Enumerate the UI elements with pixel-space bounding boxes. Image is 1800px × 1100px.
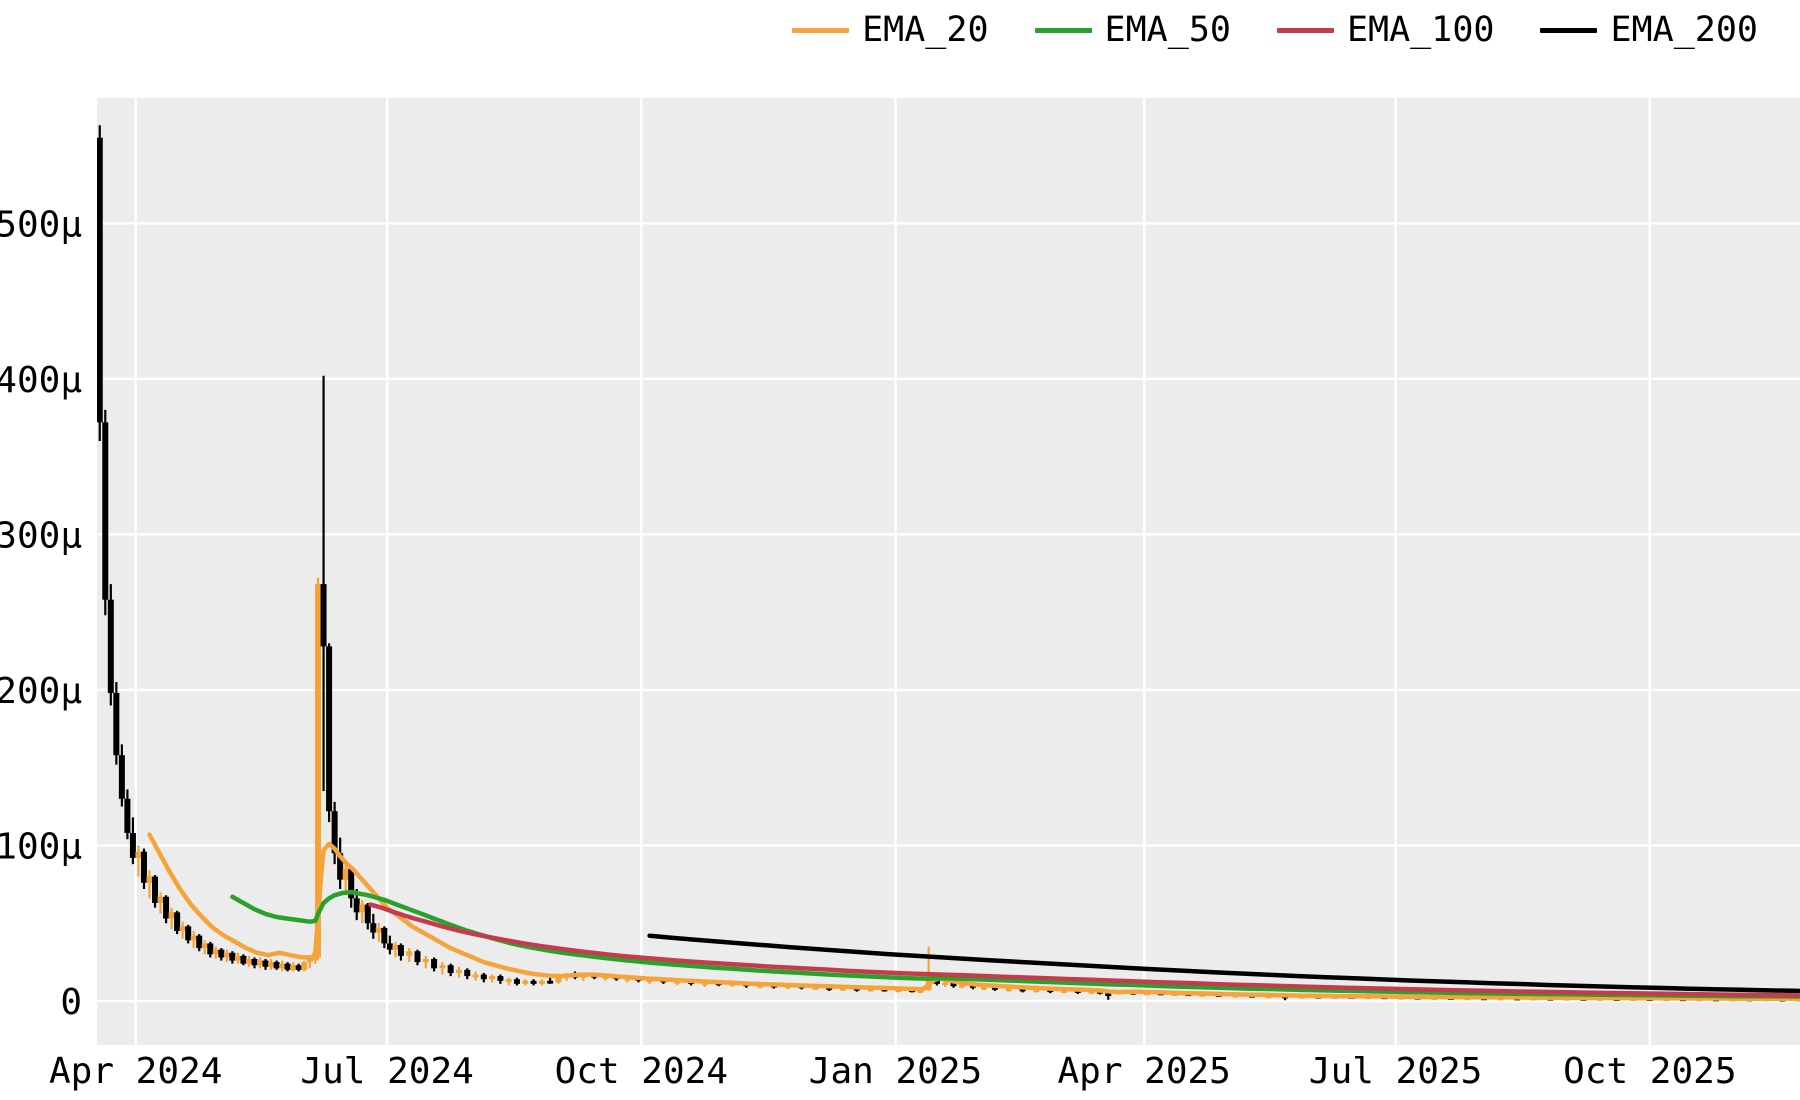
- legend-item-ema-200: EMA_200: [1540, 10, 1758, 50]
- ema-100-line: [368, 902, 1800, 998]
- x-tick-label: Jan 2025: [809, 1051, 982, 1092]
- y-tick-label: 500µ: [0, 204, 82, 245]
- y-tick-label: 200µ: [0, 671, 82, 712]
- legend-label-ema-200: EMA_200: [1610, 10, 1758, 50]
- gridlines: [97, 98, 1800, 1045]
- legend-label-ema-20: EMA_20: [862, 10, 989, 50]
- x-tick-label: Jul 2025: [1309, 1051, 1482, 1092]
- ema-200-line: [647, 933, 1800, 994]
- legend-item-ema-20: EMA_20: [792, 10, 989, 50]
- ema-50-line-swatch: [1034, 27, 1092, 33]
- chart-legend: EMA_20 EMA_50 EMA_100 EMA_200: [792, 10, 1758, 50]
- ema-20-line: [147, 832, 1800, 1002]
- x-tick-label: Apr 2024: [49, 1051, 222, 1092]
- x-tick-label: Oct 2024: [555, 1051, 728, 1092]
- x-tick-label: Jul 2024: [300, 1051, 473, 1092]
- x-tick-label: Oct 2025: [1563, 1051, 1736, 1092]
- legend-label-ema-50: EMA_50: [1104, 10, 1231, 50]
- legend-item-ema-50: EMA_50: [1034, 10, 1231, 50]
- y-tick-label: 400µ: [0, 360, 82, 401]
- ema-100-line-swatch: [1276, 27, 1334, 33]
- ema-20-line-swatch: [792, 27, 850, 33]
- y-axis-tick-labels: 0 100µ 200µ 300µ 400µ 500µ: [0, 204, 82, 1023]
- x-axis-tick-labels: Apr 2024 Jul 2024 Oct 2024 Jan 2025 Apr 2025…: [49, 1051, 1737, 1092]
- legend-label-ema-100: EMA_100: [1346, 10, 1495, 50]
- ema-200-line-swatch: [1540, 27, 1598, 33]
- y-tick-label: 0: [60, 982, 82, 1023]
- x-tick-label: Apr 2025: [1057, 1051, 1230, 1092]
- candlestick-series: [97, 125, 1800, 1002]
- ema-50-line: [230, 889, 1800, 999]
- legend-item-ema-100: EMA_100: [1276, 10, 1495, 50]
- plot-background: [97, 98, 1800, 1045]
- y-tick-label: 300µ: [0, 515, 82, 556]
- y-tick-label: 100µ: [0, 826, 82, 867]
